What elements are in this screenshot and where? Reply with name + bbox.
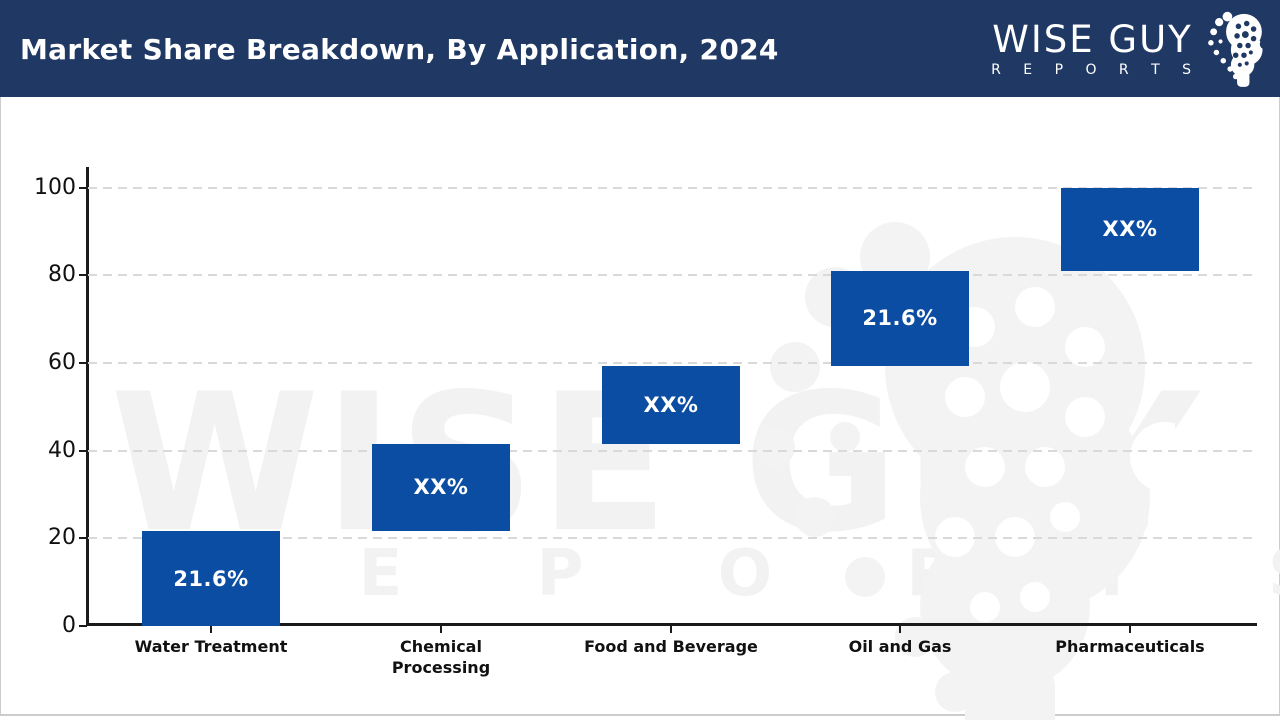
y-axis-spine [86, 167, 89, 626]
plot-area: WISE GUY R E P O R T S 0 20 40 60 80 100 21.6%… [0, 97, 1280, 720]
x-axis-label-oil-and-gas: Oil and Gas [848, 637, 952, 656]
y-tick-mark-0 [79, 625, 87, 627]
gridline-80 [88, 274, 1255, 277]
bar-value-label: 21.6% [862, 306, 938, 331]
x-tick-mark-oil-and-gas [899, 626, 901, 633]
bar-oil-and-gas: 21.6% [831, 270, 969, 366]
bar-water-treatment: 21.6% [142, 531, 280, 626]
header-bar: Market Share Breakdown, By Application, … [0, 0, 1280, 97]
y-tick-label-100: 100 [34, 174, 76, 200]
bar-value-label: XX% [1102, 217, 1158, 242]
x-axis-label-pharmaceuticals: Pharmaceuticals [1055, 637, 1205, 656]
bar-food-and-beverage: XX% [602, 365, 740, 444]
x-axis-label-food-and-beverage: Food and Beverage [584, 637, 758, 656]
y-tick-mark-60 [79, 361, 87, 364]
x-tick-mark-water-treatment [210, 626, 212, 633]
bar-value-label: XX% [643, 392, 699, 417]
bar-chemical-processing: XX% [372, 443, 510, 532]
y-tick-mark-20 [79, 537, 87, 540]
x-tick-mark-food-and-beverage [670, 626, 672, 633]
wise-guy-head-icon [1208, 11, 1266, 87]
gridline-100 [88, 186, 1255, 189]
gridline-20 [88, 537, 1255, 540]
bar-value-label: XX% [413, 475, 469, 500]
brand-subname: R E P O R T S [991, 61, 1200, 78]
x-axis-label-water-treatment: Water Treatment [134, 637, 288, 656]
bar-value-label: 21.6% [173, 566, 249, 591]
y-tick-mark-100 [79, 186, 87, 189]
x-axis-spine [86, 623, 1257, 626]
bar-pharmaceuticals: XX% [1061, 187, 1199, 271]
gridline-60 [88, 361, 1255, 364]
gridline-40 [88, 449, 1255, 452]
x-tick-mark-pharmaceuticals [1129, 626, 1131, 633]
brand-logo-text: WISE GUY R E P O R T S [985, 21, 1200, 78]
y-tick-label-20: 20 [48, 525, 76, 551]
x-tick-mark-chemical-processing [440, 626, 442, 633]
y-tick-label-80: 80 [48, 262, 76, 288]
y-tick-mark-40 [79, 449, 87, 452]
brand-logo: WISE GUY R E P O R T S [985, 6, 1266, 92]
page-title: Market Share Breakdown, By Application, … [20, 33, 779, 66]
x-axis-label-chemical-processing: Chemical Processing [391, 637, 491, 677]
y-tick-label-40: 40 [48, 437, 76, 463]
y-tick-label-0: 0 [62, 613, 76, 638]
y-tick-label-60: 60 [48, 349, 76, 375]
y-tick-mark-80 [79, 274, 87, 277]
brand-name: WISE GUY [992, 17, 1193, 61]
